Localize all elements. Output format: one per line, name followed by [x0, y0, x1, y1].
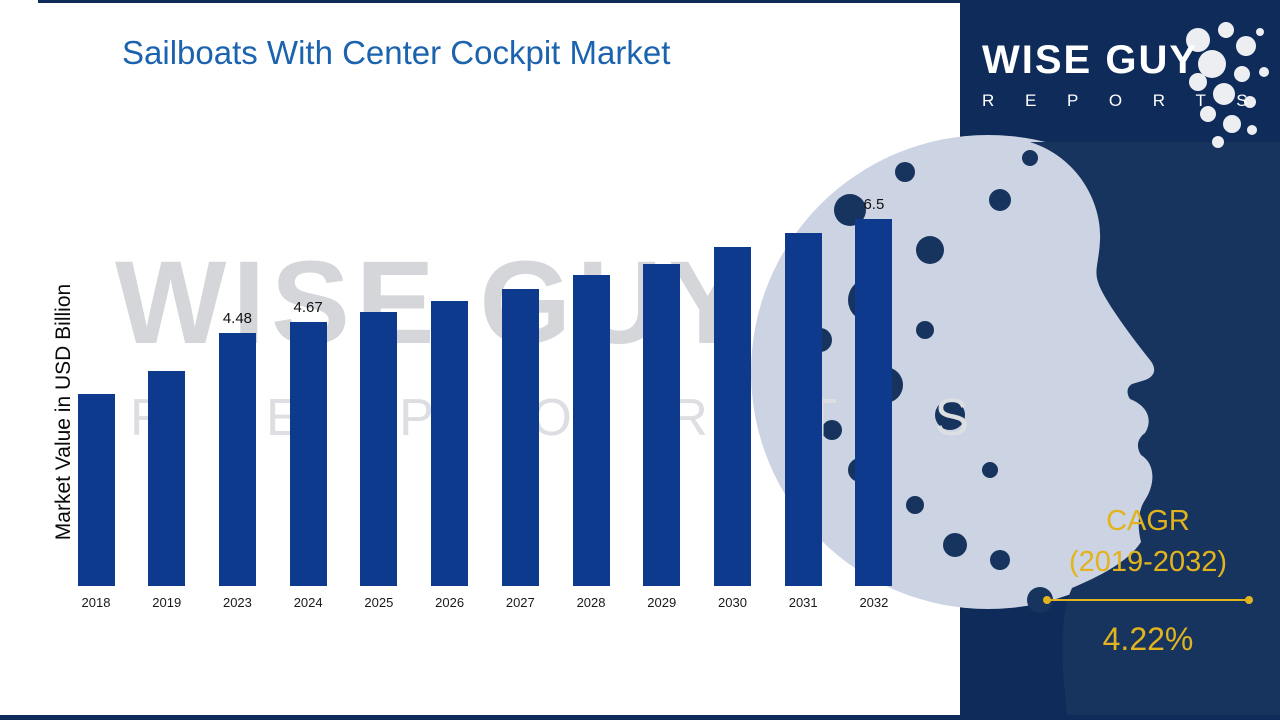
bar-column: 2029: [641, 241, 683, 614]
page-title: Sailboats With Center Cockpit Market: [122, 34, 671, 71]
bar-value-label: 6.5: [863, 196, 885, 213]
bar: [855, 219, 893, 586]
cagr-divider: [1043, 596, 1253, 604]
brand-logo: WISE GUY R E P O R T S: [982, 38, 1261, 111]
bar: [218, 333, 256, 586]
bar: [501, 289, 539, 586]
bar: [713, 247, 751, 586]
bar: [784, 233, 822, 586]
x-axis-label: 2025: [364, 595, 394, 610]
bar: [77, 394, 115, 586]
bar-column: 2026: [429, 278, 471, 614]
x-axis-label: 2028: [576, 595, 606, 610]
y-axis-label: Market Value in USD Billion: [52, 283, 75, 541]
x-axis-label: 2023: [222, 595, 252, 610]
cagr-range: (2019-2032): [1069, 546, 1227, 578]
bar-column: 2027: [499, 266, 541, 614]
bar-column: 2030: [711, 224, 753, 614]
bar-column: 2031: [782, 210, 824, 614]
bar-column: 2028: [570, 252, 612, 614]
bar-column: 2019: [146, 348, 188, 614]
watermark-reports: R E P O R T S: [130, 389, 1012, 447]
bar-column: 2025: [358, 289, 400, 614]
brand-name: WISE GUY: [982, 38, 1199, 82]
bar-plot: 2018 2019 4.48 2023 4.67 2024 2025 2026 2027 2028…: [75, 188, 895, 614]
x-axis-label: 2032: [859, 595, 889, 610]
brand-subtitle: R E P O R T S: [982, 91, 1261, 110]
cagr-value: 4.22%: [1102, 621, 1194, 657]
bar-column: 4.67 2024: [287, 299, 329, 614]
brand-head-icon: [1186, 22, 1269, 148]
cagr-label: CAGR: [1106, 505, 1190, 537]
x-axis-label: 2026: [435, 595, 465, 610]
bar: [643, 264, 681, 586]
x-axis-label: 2019: [152, 595, 182, 610]
bar: [572, 275, 610, 586]
bar-value-label: 4.67: [293, 299, 323, 316]
x-axis-label: 2030: [718, 595, 747, 610]
x-axis-label: 2031: [788, 595, 818, 610]
bottom-border-strip: [0, 715, 1280, 720]
bar-column: 2018: [75, 371, 117, 614]
x-axis-label: 2024: [293, 595, 323, 610]
face-profile: [1030, 142, 1280, 720]
x-axis-label: 2027: [505, 595, 535, 610]
bar-column: 6.5 2032: [853, 196, 895, 614]
bar: [360, 312, 398, 586]
cagr-block: CAGR (2019-2032) 4.22%: [1028, 505, 1268, 658]
bar-column: 4.48 2023: [216, 310, 258, 614]
bar: [148, 371, 186, 586]
bar: [289, 322, 327, 586]
bar-value-label: 4.48: [222, 310, 253, 327]
top-border-strip: [38, 0, 962, 3]
bar: [431, 301, 469, 586]
x-axis-label: 2029: [647, 595, 677, 610]
x-axis-label: 2018: [81, 595, 111, 610]
